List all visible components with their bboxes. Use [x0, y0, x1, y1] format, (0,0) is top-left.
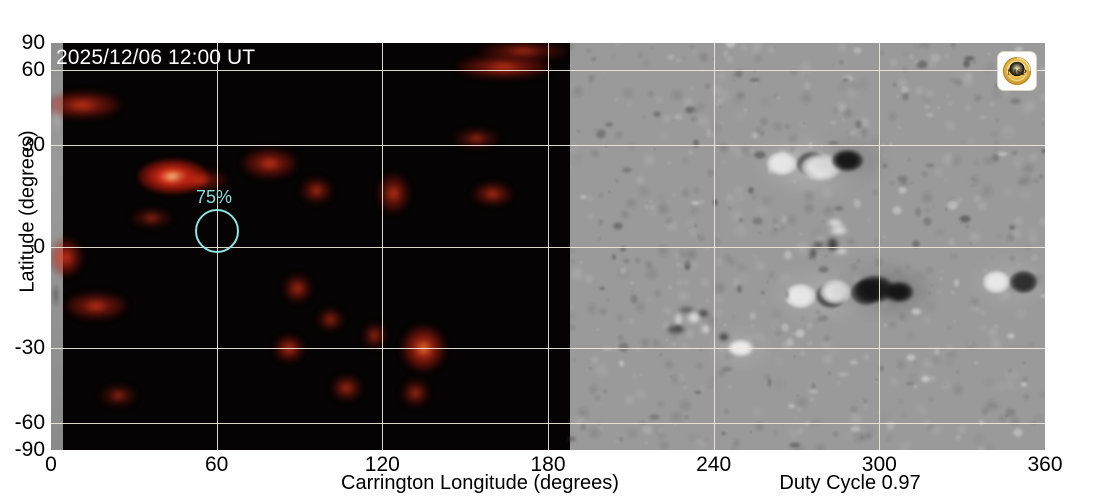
x-tick-360: 360	[1027, 453, 1063, 476]
euv-feature	[478, 43, 569, 61]
euv-feature	[456, 55, 552, 79]
x-tick-60: 60	[204, 453, 229, 476]
euv-feature	[301, 178, 332, 203]
y-axis-title: Latitude (degrees)	[16, 130, 39, 293]
euv-feature	[130, 208, 172, 228]
nisp-logo-text: NISP	[1007, 67, 1027, 77]
timestamp-label: 2025/12/06 12:00 UT	[56, 46, 256, 69]
synoptic-map-plot: 2025/12/06 12:00 UT 75% NISP	[51, 43, 1045, 450]
euv-feature	[317, 309, 343, 330]
magnetogram-wrap-strip	[51, 43, 63, 450]
y-tick--60: -60	[14, 410, 45, 434]
x-tick-180: 180	[530, 453, 566, 476]
y-tick-90: 90	[21, 31, 45, 54]
y-tick-60: 60	[21, 58, 45, 82]
euv-feature	[378, 174, 410, 214]
euv-feature	[65, 292, 127, 320]
y-tick--30: -30	[14, 336, 45, 360]
euv-feature	[241, 149, 298, 179]
x-tick-240: 240	[696, 453, 732, 476]
euv-feature	[99, 385, 137, 406]
region-highlight-circle	[195, 209, 239, 253]
y-tick-0: 0	[33, 234, 45, 258]
x-axis-title: Carrington Longitude (degrees)	[341, 472, 619, 494]
euv-feature	[402, 379, 429, 407]
region-highlight-label: 75%	[196, 187, 233, 207]
euv-feature	[274, 335, 304, 361]
nisp-sun-icon: NISP	[1002, 56, 1032, 86]
euv-emission-panel	[51, 43, 570, 450]
euv-feature	[453, 129, 499, 148]
x-tick-0: 0	[45, 453, 57, 476]
y-tick-30: 30	[21, 132, 45, 156]
y-tick--90: -90	[14, 438, 45, 461]
magnetogram-noise-layer	[570, 43, 1045, 450]
duty-cycle-label: Duty Cycle 0.97	[779, 472, 921, 494]
x-tick-120: 120	[364, 453, 400, 476]
euv-feature	[332, 375, 362, 401]
x-tick-300: 300	[861, 453, 897, 476]
euv-feature	[363, 323, 386, 348]
euv-feature	[473, 182, 513, 206]
magnetogram-panel	[566, 43, 1045, 450]
euv-feature	[402, 325, 446, 371]
nisp-logo: NISP	[997, 51, 1037, 91]
euv-feature	[283, 275, 311, 303]
